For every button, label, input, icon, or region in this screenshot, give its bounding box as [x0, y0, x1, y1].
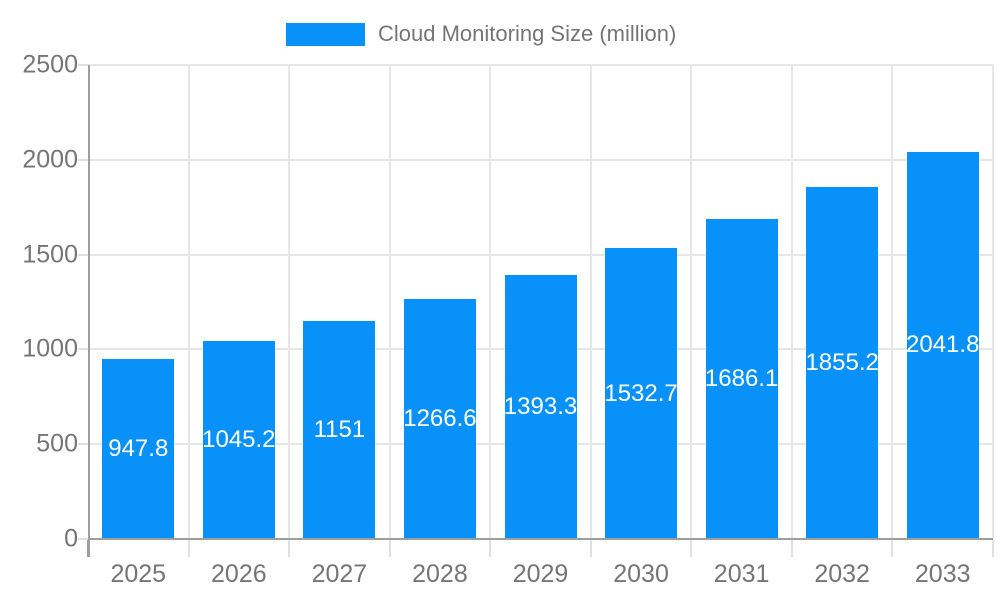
x-axis-tick — [288, 540, 291, 557]
plot-area: 947.8 1045.2 1151 1266.6 1393.3 1532.7 1686.1 1… — [88, 64, 994, 539]
bar-value-label: 1393.3 — [503, 392, 578, 420]
bar-value-label: 1045.2 — [202, 425, 276, 453]
bar — [504, 274, 577, 539]
legend: Cloud Monitoring Size (million) — [286, 21, 676, 47]
y-axis-tick-label: 2000 — [22, 145, 78, 174]
gridline-vertical — [589, 65, 592, 539]
x-axis-tick-label: 2032 — [814, 560, 870, 588]
y-axis-tick — [78, 158, 88, 161]
x-axis-tick — [388, 540, 391, 557]
x-axis-tick-label: 2027 — [311, 560, 368, 588]
x-axis-tick — [187, 540, 190, 557]
x-axis-tick-label: 2029 — [512, 560, 569, 588]
x-axis-tick — [790, 540, 793, 557]
gridline-horizontal — [88, 158, 993, 161]
y-axis-line — [88, 65, 90, 557]
gridline-vertical — [690, 65, 693, 539]
x-axis-tick — [690, 540, 693, 557]
bar — [303, 320, 376, 539]
y-axis-tick-label: 1000 — [22, 334, 78, 363]
bar-value-label: 1686.1 — [704, 365, 779, 393]
gridline-horizontal — [88, 64, 993, 66]
x-axis-tick — [891, 540, 894, 557]
x-axis-tick — [992, 540, 994, 557]
x-axis-tick-label: 2033 — [914, 560, 971, 588]
gridline-vertical — [891, 65, 894, 539]
y-axis-tick-label: 2500 — [22, 50, 78, 79]
x-axis-tick-label: 2031 — [713, 560, 770, 588]
bar-value-label: 1266.6 — [403, 404, 477, 432]
bar-value-label: 2041.8 — [906, 331, 980, 359]
y-axis-tick-label: 500 — [36, 429, 78, 458]
bar — [403, 298, 476, 539]
x-axis-tick-label: 2026 — [211, 560, 267, 588]
bar — [705, 219, 778, 539]
x-axis-tick — [589, 540, 592, 557]
x-axis-tick — [489, 540, 492, 557]
bar-value-label: 947.8 — [108, 435, 169, 463]
x-axis-tick-label: 2030 — [613, 560, 669, 588]
x-axis-line — [88, 538, 993, 540]
y-axis-tick-label: 0 — [64, 524, 78, 553]
bar — [605, 248, 678, 539]
y-axis-tick — [78, 538, 88, 540]
y-axis-tick — [78, 348, 88, 351]
gridline-vertical — [288, 65, 291, 539]
bar-value-label: 1151 — [313, 415, 366, 443]
bar — [906, 151, 979, 539]
gridline-vertical — [489, 65, 492, 539]
gridline-vertical — [187, 65, 190, 539]
bar — [806, 187, 879, 539]
legend-swatch — [286, 22, 365, 46]
x-axis-tick-label: 2025 — [110, 560, 167, 588]
bar — [202, 340, 275, 539]
legend-label: Cloud Monitoring Size (million) — [378, 21, 677, 46]
bar-value-label: 1855.2 — [805, 349, 879, 377]
gridline-vertical — [790, 65, 793, 539]
y-axis-tick — [78, 443, 88, 446]
y-axis-tick — [78, 253, 88, 256]
gridline-vertical — [992, 65, 994, 539]
y-axis-tick — [78, 64, 88, 66]
x-axis-tick-label: 2028 — [412, 560, 468, 588]
y-axis-tick-label: 1500 — [22, 240, 78, 269]
bar-value-label: 1532.7 — [604, 379, 678, 407]
gridline-vertical — [388, 65, 391, 539]
gridline-horizontal — [88, 253, 993, 256]
bar — [102, 359, 175, 539]
